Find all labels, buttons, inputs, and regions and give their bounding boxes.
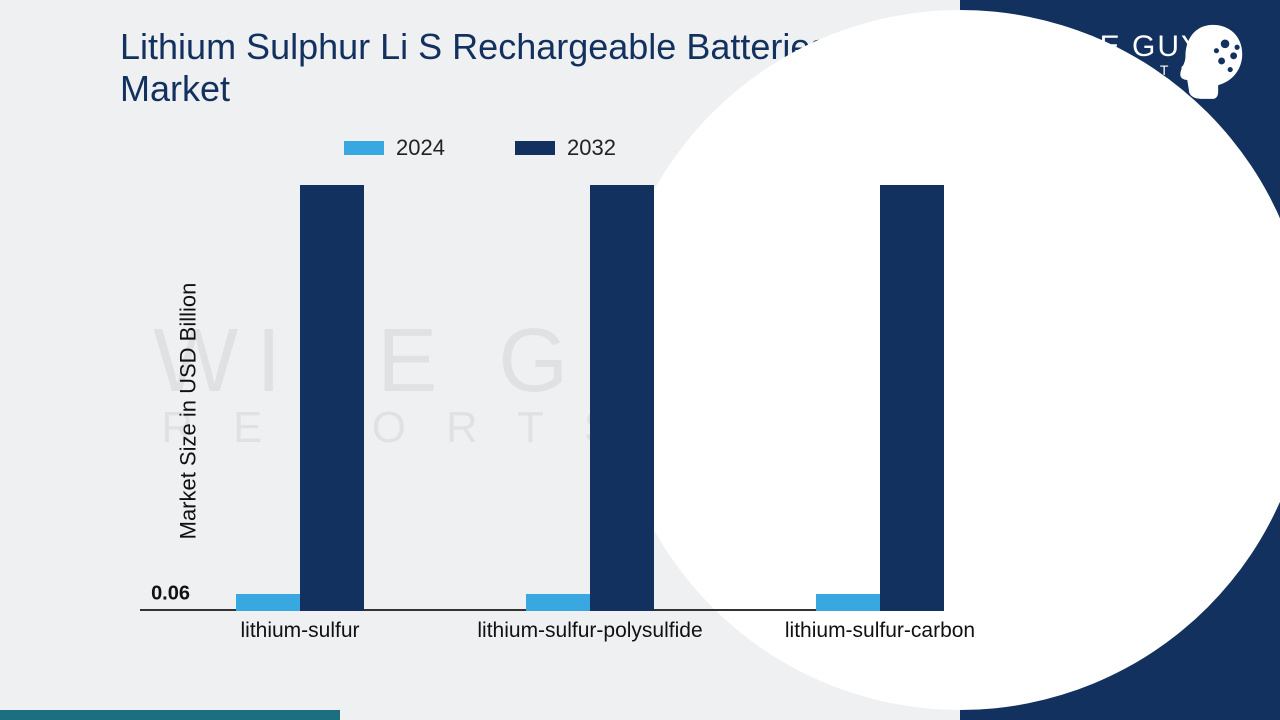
plot-area: 0.06 <box>140 171 920 611</box>
chart-zone: Market Size in USD Billion 0.06 lithium-… <box>110 171 920 651</box>
right-panel: WISE GUY REPORTS <box>960 0 1280 720</box>
bar-2024 <box>236 594 300 611</box>
bar-2032 <box>590 185 654 611</box>
bar-2032 <box>300 185 364 611</box>
x-axis-tick-label: lithium-sulfur-polysulfide <box>460 619 720 643</box>
legend-swatch-2024 <box>344 141 384 155</box>
legend-item-2024: 2024 <box>344 135 445 161</box>
x-axis-tick-label: lithium-sulfur <box>170 619 430 643</box>
bar-group <box>490 185 690 611</box>
page-root: WISE GUY REPORTS Lithium Sulphur Li S Re… <box>0 0 1280 720</box>
legend-label-2032: 2032 <box>567 135 616 161</box>
x-axis-labels: lithium-sulfur lithium-sulfur-polysulfide… <box>140 615 920 647</box>
bar-group: 0.06 <box>200 185 400 611</box>
legend-item-2032: 2032 <box>515 135 616 161</box>
legend-swatch-2032 <box>515 141 555 155</box>
legend-label-2024: 2024 <box>396 135 445 161</box>
bar-group <box>780 185 980 611</box>
bar-value-label: 0.06 <box>151 583 190 606</box>
bottom-accent-bar <box>0 710 340 720</box>
brand-logo-top: WISE GUY <box>960 30 1280 64</box>
bar-2024 <box>816 594 880 611</box>
brand-logo-sub: REPORTS <box>960 62 1280 78</box>
brand-logo: WISE GUY REPORTS <box>960 20 1280 78</box>
bar-2024 <box>526 594 590 611</box>
bar-2032 <box>880 185 944 611</box>
x-axis-tick-label: lithium-sulfur-carbon <box>750 619 1010 643</box>
